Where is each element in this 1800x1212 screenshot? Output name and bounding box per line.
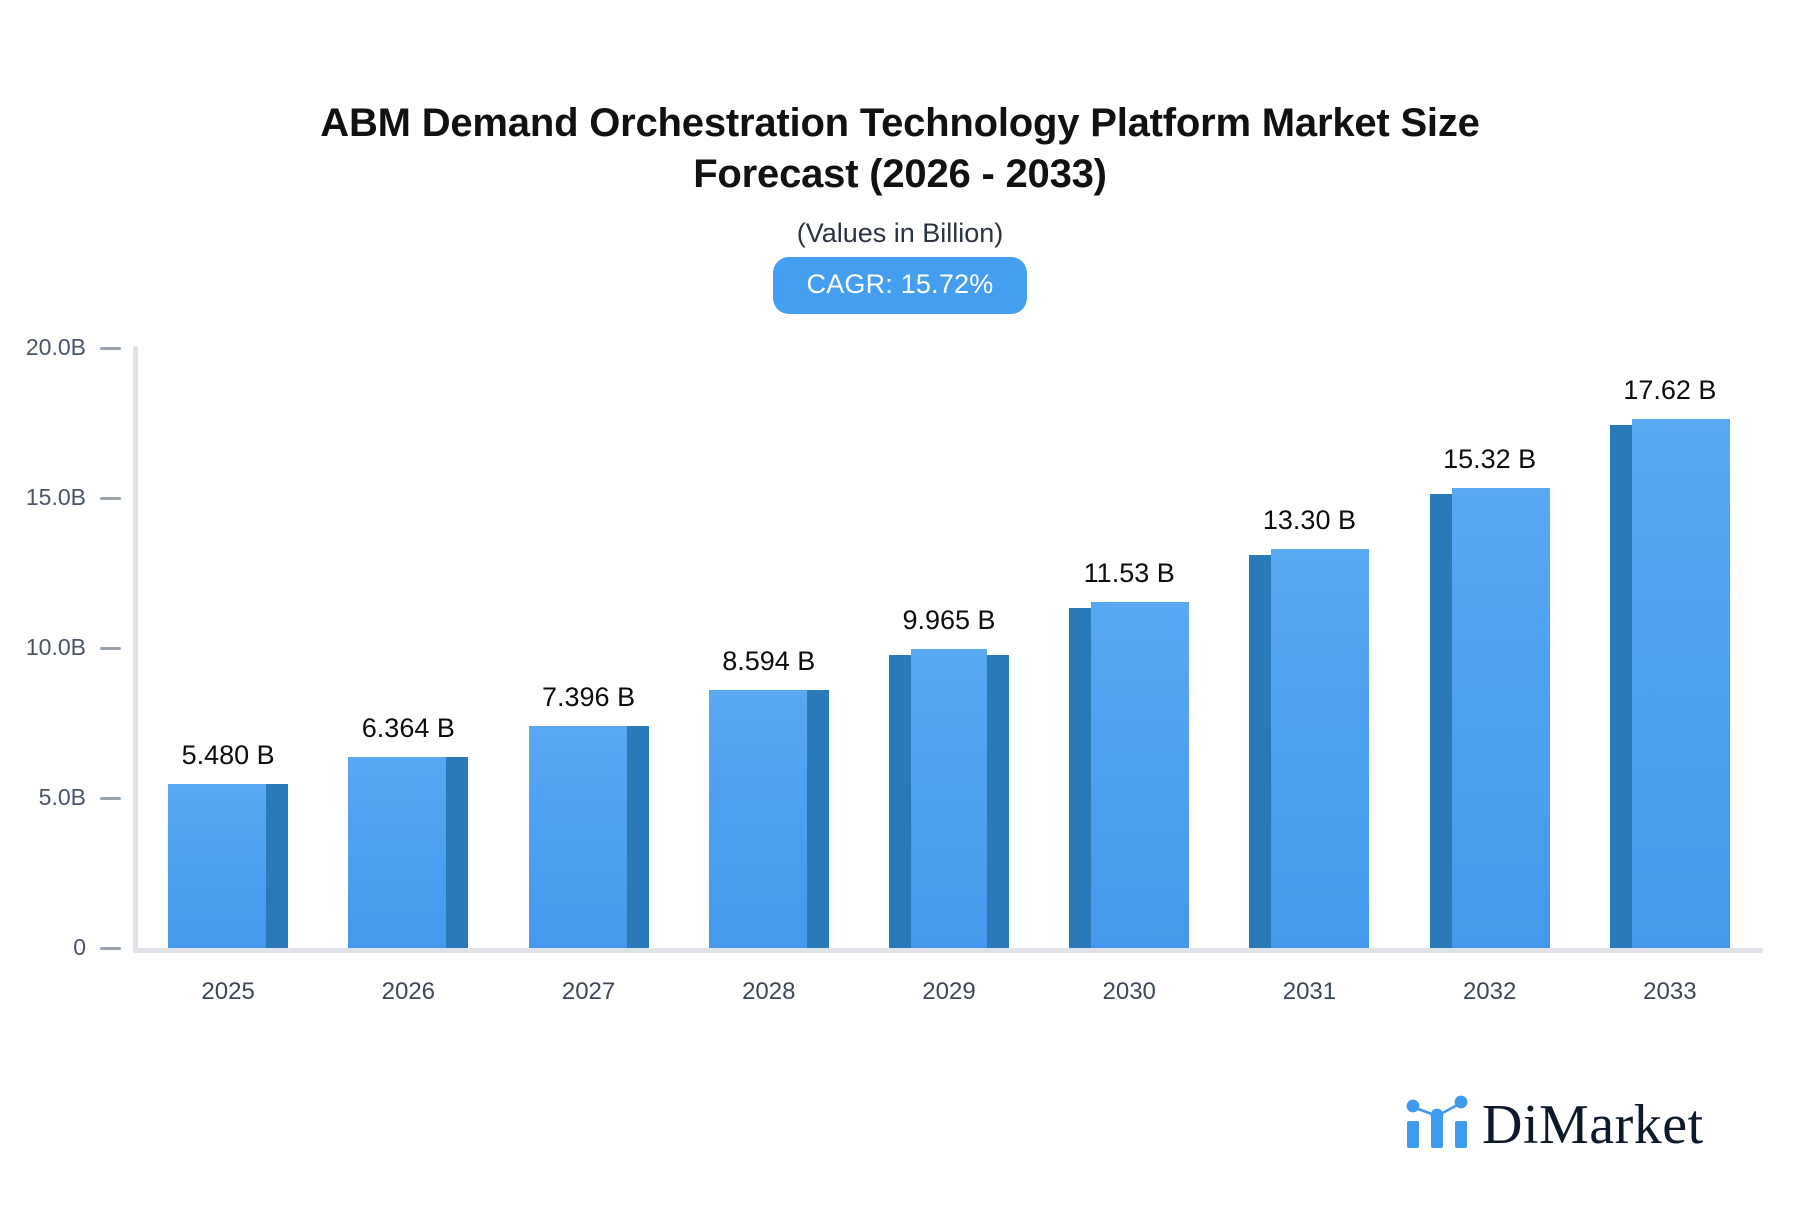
- y-tick-dash: [100, 946, 121, 950]
- bar-face[interactable]: [529, 726, 627, 948]
- x-axis-label-2029: 2029: [922, 978, 976, 1005]
- y-tick-label: 10.0B: [25, 633, 86, 660]
- dimarket-logo: DiMarket: [1404, 1094, 1704, 1155]
- bar-face[interactable]: [1271, 549, 1369, 948]
- bar-face[interactable]: [1091, 602, 1189, 948]
- bar-value-label: 17.62 B: [1623, 375, 1717, 406]
- bar-value-label: 11.53 B: [1083, 558, 1175, 589]
- bar-face[interactable]: [168, 783, 266, 948]
- x-axis-label-2030: 2030: [1102, 978, 1156, 1005]
- x-axis-label-2031: 2031: [1282, 978, 1337, 1005]
- bar-face[interactable]: [1632, 419, 1730, 948]
- bar-side-left: [889, 655, 911, 948]
- chart-header: ABM Demand Orchestration Technology Plat…: [0, 0, 1800, 315]
- y-tick-dash: [100, 796, 121, 800]
- bar-value-label: 9.965 B: [902, 605, 996, 636]
- bar-value-label: 5.480 B: [181, 739, 275, 770]
- x-axis-label-2026: 2026: [381, 978, 436, 1005]
- x-axis-label-2028: 2028: [742, 978, 796, 1005]
- bar-face[interactable]: [1452, 488, 1550, 948]
- x-axis-label-2025: 2025: [201, 978, 255, 1005]
- y-tick-label: 5.0B: [38, 783, 86, 810]
- bar-face[interactable]: [348, 757, 446, 948]
- x-axis-label-2027: 2027: [561, 978, 616, 1005]
- bar-side-right: [807, 690, 829, 948]
- bar-side-left: [1069, 608, 1091, 948]
- bar-side-left: [1610, 425, 1632, 948]
- x-axis-line: [133, 948, 1763, 953]
- y-tick-dash: [100, 346, 121, 350]
- chart-subtitle: (Values in Billion): [796, 218, 1004, 249]
- bar-value-label: 13.30 B: [1262, 505, 1356, 535]
- y-tick-dash: [100, 646, 121, 650]
- bar-side-right: [266, 783, 288, 948]
- y-axis-line: [133, 346, 138, 953]
- y-tick-label: 0: [73, 933, 86, 960]
- y-tick-label: 20.0B: [25, 333, 86, 360]
- y-tick-dash: [100, 496, 121, 500]
- page-title: ABM Demand Orchestration Technology Plat…: [320, 101, 1480, 197]
- x-axis-label-2033: 2033: [1643, 978, 1697, 1005]
- logo-text: DiMarket: [1482, 1093, 1704, 1156]
- bar-side-right: [627, 726, 649, 948]
- bar-side-right: [446, 757, 468, 948]
- bar-value-label: 6.364 B: [361, 713, 455, 744]
- cagr-badge-wrap: CAGR: 15.72%: [0, 257, 1800, 315]
- bar-side-right: [987, 655, 1009, 948]
- x-axis-label-2032: 2032: [1462, 978, 1517, 1005]
- bar-chart-logo-icon: [1404, 1094, 1470, 1155]
- bar-value-label: 15.32 B: [1443, 444, 1537, 475]
- bar-face[interactable]: [709, 690, 807, 948]
- bar-side-left: [1430, 494, 1452, 948]
- bar-side-left: [1249, 555, 1271, 948]
- bar-face[interactable]: [911, 649, 987, 948]
- y-tick-label: 15.0B: [25, 483, 86, 510]
- bar-value-label: 8.594 B: [722, 646, 816, 677]
- bar-value-label: 7.396 B: [542, 682, 636, 713]
- cagr-badge: CAGR: 15.72%: [772, 257, 1028, 315]
